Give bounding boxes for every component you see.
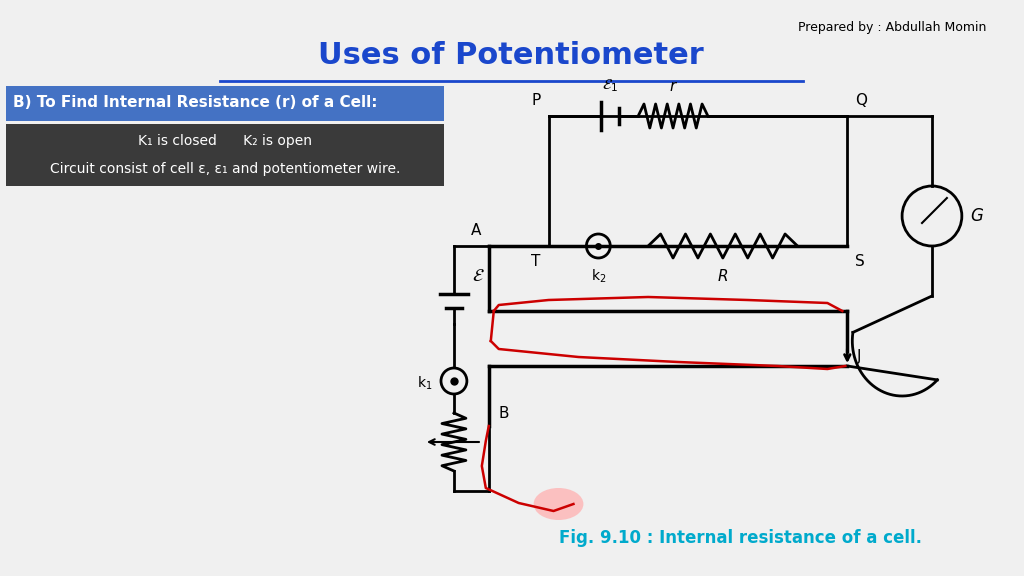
Text: k$_1$: k$_1$ [417, 374, 432, 392]
Text: G: G [970, 207, 983, 225]
Ellipse shape [534, 488, 584, 520]
Text: J: J [857, 348, 862, 363]
Text: Uses of Potentiometer: Uses of Potentiometer [317, 41, 703, 70]
Text: B: B [499, 406, 509, 421]
Text: k$_2$: k$_2$ [591, 268, 606, 285]
Text: $R$: $R$ [717, 268, 728, 284]
Text: Prepared by : Abdullah Momin: Prepared by : Abdullah Momin [799, 21, 987, 34]
Text: K₁ is closed      K₂ is open: K₁ is closed K₂ is open [138, 134, 312, 148]
Text: Circuit consist of cell ε, ε₁ and potentiometer wire.: Circuit consist of cell ε, ε₁ and potent… [50, 162, 400, 176]
Text: Fig. 9.10 : Internal resistance of a cell.: Fig. 9.10 : Internal resistance of a cel… [558, 529, 922, 547]
FancyBboxPatch shape [6, 86, 444, 121]
Text: T: T [531, 254, 541, 269]
Text: $\mathcal{E}_1$: $\mathcal{E}_1$ [602, 77, 618, 94]
Text: P: P [531, 93, 541, 108]
Text: A: A [470, 223, 481, 238]
Text: $\mathcal{E}$: $\mathcal{E}$ [472, 267, 484, 285]
Text: S: S [855, 254, 865, 269]
Text: B) To Find Internal Resistance (r) of a Cell:: B) To Find Internal Resistance (r) of a … [12, 96, 377, 111]
FancyBboxPatch shape [6, 124, 444, 186]
Text: $r$: $r$ [669, 79, 678, 94]
Text: Q: Q [855, 93, 867, 108]
